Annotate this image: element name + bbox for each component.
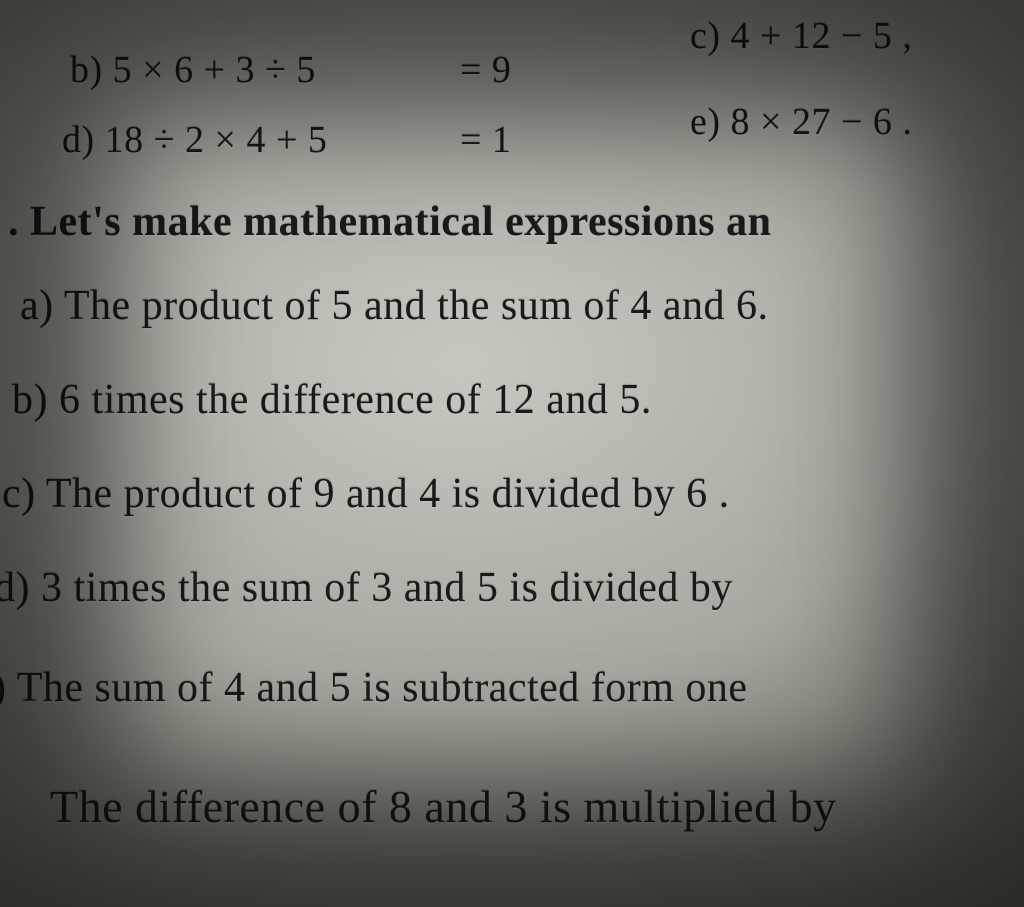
expr-b: b) 5 × 6 + 3 ÷ 5 bbox=[70, 48, 316, 92]
heading: . Let's make mathematical expressions an bbox=[8, 198, 772, 246]
page: b) 5 × 6 + 3 ÷ 5 = 9 c) 4 + 12 − 5 , d) … bbox=[0, 0, 1024, 907]
item-f: The difference of 8 and 3 is multiplied … bbox=[50, 780, 837, 833]
expr-d-eq: = 1 bbox=[460, 118, 511, 162]
item-b: b) 6 times the difference of 12 and 5. bbox=[12, 376, 652, 424]
expr-d: d) 18 ÷ 2 × 4 + 5 bbox=[62, 118, 327, 162]
item-a: a) The product of 5 and the sum of 4 and… bbox=[20, 282, 769, 330]
expr-c: c) 4 + 12 − 5 , bbox=[690, 14, 912, 58]
expr-e: e) 8 × 27 − 6 . bbox=[690, 100, 912, 144]
item-d: d) 3 times the sum of 3 and 5 is divided… bbox=[0, 564, 733, 612]
item-e: ) The sum of 4 and 5 is subtracted form … bbox=[0, 664, 748, 712]
expr-b-eq: = 9 bbox=[460, 48, 511, 92]
item-c: c) The product of 9 and 4 is divided by … bbox=[2, 470, 730, 518]
